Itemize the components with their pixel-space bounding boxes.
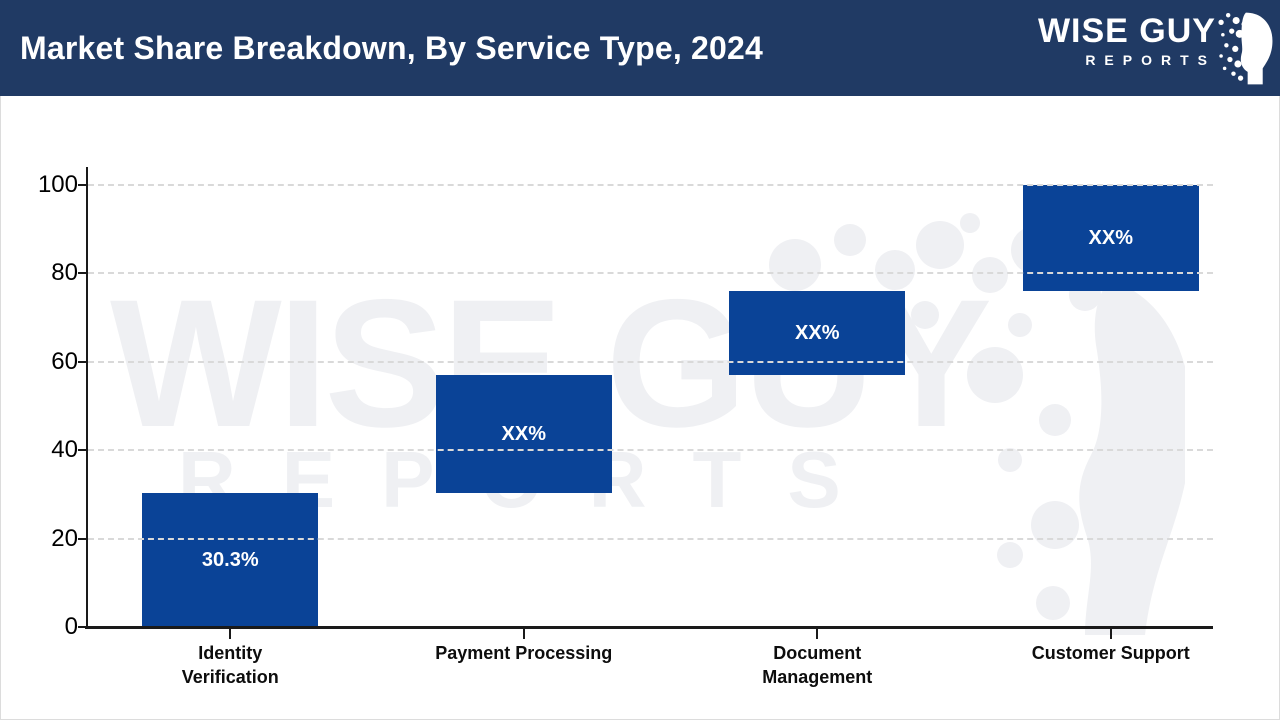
x-category-label-1: Payment Processing [435, 643, 613, 663]
bar-value-label: XX% [1088, 226, 1133, 249]
bar-value-label: XX% [795, 321, 840, 344]
y-tick-100 [78, 184, 87, 186]
x-tick-0 [229, 629, 232, 639]
y-tick-80 [78, 272, 87, 275]
logo-wordmark: WISE GUY [1037, 12, 1216, 50]
logo-head-dots-icon [1218, 12, 1273, 85]
x-category-label-0: Identity Verification [181, 643, 279, 688]
x-tick-2 [816, 629, 819, 639]
y-tick-0 [78, 626, 87, 628]
y-tick-label-40: 40 [51, 436, 78, 464]
y-tick-40 [78, 449, 87, 452]
x-category-label-2: Document Management [762, 643, 873, 688]
x-tick-1 [522, 629, 525, 639]
gridline-60 [88, 360, 1213, 363]
x-axis-line [85, 626, 1213, 629]
y-tick-label-100: 100 [37, 171, 78, 198]
page-title: Market Share Breakdown, By Service Type,… [20, 29, 763, 66]
y-tick-60 [78, 360, 87, 363]
waterfall-bar-payment-processing: XX% [435, 375, 612, 494]
y-tick-label-0: 0 [64, 613, 78, 640]
y-tick-label-20: 20 [51, 524, 78, 552]
gridline-100 [88, 184, 1213, 186]
waterfall-bar-customer-support: XX% [1022, 185, 1199, 292]
bar-value-label: XX% [501, 422, 546, 445]
gridline-40 [88, 449, 1213, 452]
waterfall-bar-identity-verification: 30.3% [142, 493, 319, 627]
y-tick-label-60: 60 [51, 347, 78, 375]
y-axis-line [86, 167, 88, 627]
y-tick-20 [78, 537, 87, 540]
logo-subtext: REPORTS [1085, 51, 1216, 68]
bar-value-label: 30.3% [201, 548, 259, 571]
y-tick-label-80: 80 [51, 259, 78, 287]
x-category-label-3: Customer Support [1031, 643, 1190, 663]
x-tick-3 [1109, 629, 1112, 639]
header-band: Market Share Breakdown, By Service Type,… [0, 0, 1280, 96]
wise-guy-logo: WISE GUY REPORTS [1037, 12, 1216, 68]
gridline-20 [88, 537, 1213, 540]
gridline-80 [88, 272, 1213, 275]
